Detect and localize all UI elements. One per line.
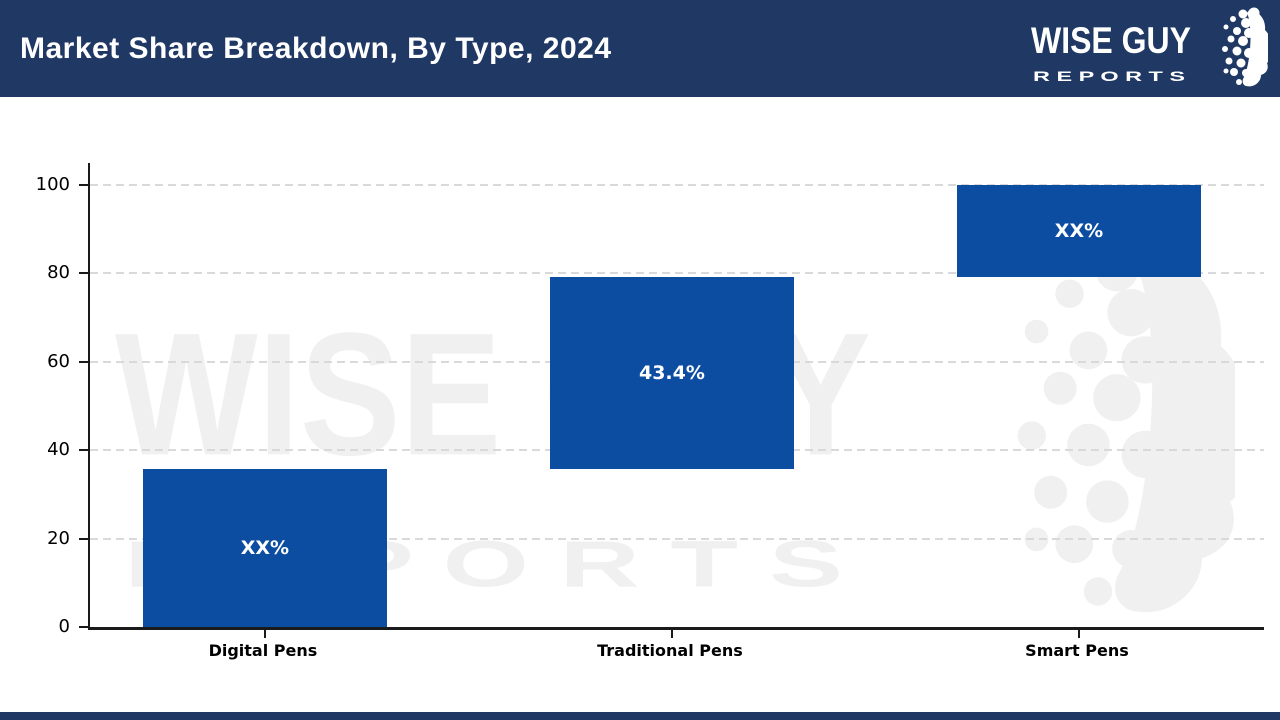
x-tick-label: Smart Pens bbox=[1025, 641, 1129, 660]
chart-region: 0 20 40 60 80 100 XX% 43.4% XX% Digital Pens Tra… bbox=[0, 97, 1280, 712]
bar-value-label: XX% bbox=[1054, 220, 1104, 243]
y-tick-label: 60 bbox=[47, 350, 70, 372]
y-tick-mark bbox=[79, 626, 88, 628]
bar: XX% bbox=[956, 185, 1201, 278]
x-tick-mark bbox=[263, 630, 266, 638]
wise-guy-reports-logo bbox=[1031, 7, 1268, 91]
x-tick-label: Traditional Pens bbox=[597, 641, 743, 660]
bar: 43.4% bbox=[549, 277, 794, 470]
x-axis-labels: Digital Pens Traditional Pens Smart Pens bbox=[88, 641, 1262, 665]
y-tick-label: 80 bbox=[47, 262, 70, 284]
x-tick-mark bbox=[1077, 630, 1080, 638]
bar: XX% bbox=[142, 469, 387, 627]
y-tick-mark bbox=[79, 272, 88, 275]
x-tick-mark bbox=[670, 630, 673, 638]
y-tick-mark bbox=[79, 360, 88, 363]
gridline bbox=[90, 184, 1264, 187]
y-tick-label: 0 bbox=[58, 616, 70, 637]
y-tick-label: 100 bbox=[35, 174, 70, 196]
footer-bar bbox=[0, 712, 1280, 720]
y-tick-mark bbox=[79, 184, 88, 187]
x-tick-label: Digital Pens bbox=[208, 641, 318, 660]
y-axis-labels: 0 20 40 60 80 100 bbox=[0, 163, 86, 636]
bar-value-label: 43.4% bbox=[638, 362, 705, 385]
header-bar: Market Share Breakdown, By Type, 2024 bbox=[0, 0, 1280, 97]
gridline bbox=[90, 272, 1264, 275]
bar-value-label: XX% bbox=[240, 537, 290, 560]
y-tick-mark bbox=[79, 537, 88, 540]
page-title: Market Share Breakdown, By Type, 2024 bbox=[20, 31, 612, 65]
gridline bbox=[90, 537, 1264, 540]
y-tick-mark bbox=[79, 449, 88, 452]
plot-area: XX% 43.4% XX% bbox=[79, 163, 1264, 638]
y-tick-label: 20 bbox=[47, 527, 70, 549]
y-tick-label: 40 bbox=[47, 439, 70, 461]
